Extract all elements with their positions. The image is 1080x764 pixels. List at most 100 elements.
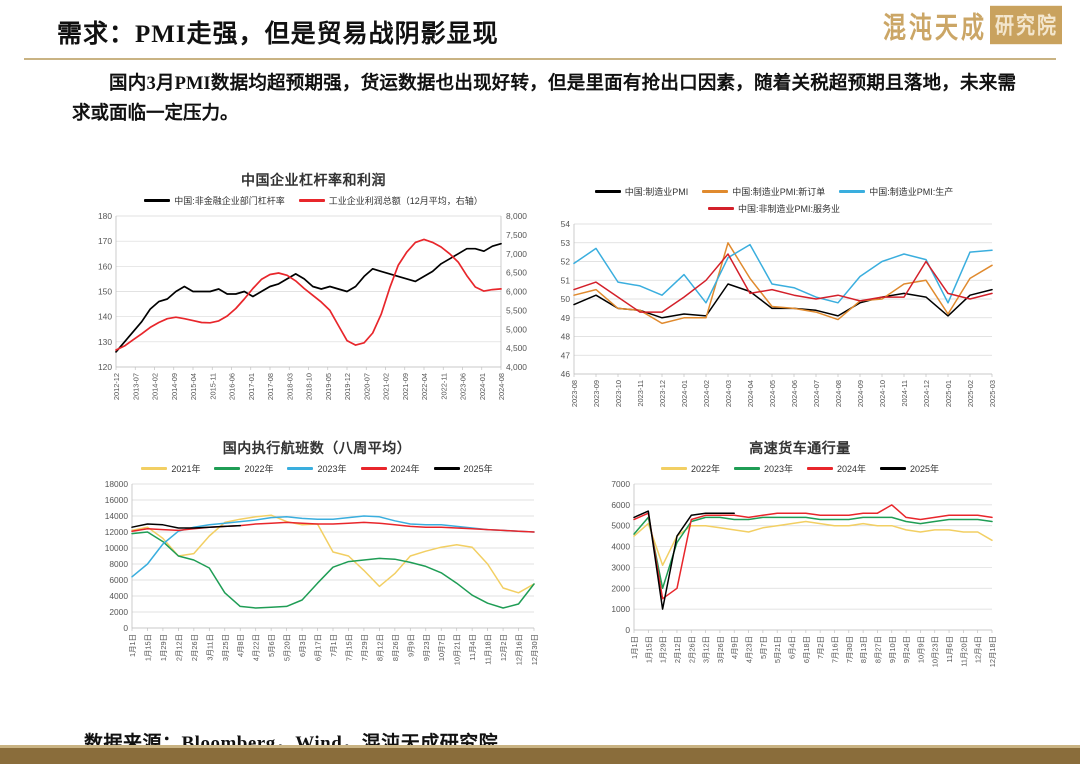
chart-svg-leverage-profit: 120 130 140 150 160 170 180 4,000 4,500 5,000 5,50… xyxy=(98,211,527,400)
svg-text:2024-02: 2024-02 xyxy=(702,380,711,407)
svg-text:2023-08: 2023-08 xyxy=(570,380,579,407)
chart-title-leverage-profit: 中国企业杠杆率和利润 xyxy=(241,174,386,189)
svg-text:49: 49 xyxy=(561,313,571,323)
svg-text:2000: 2000 xyxy=(109,607,128,617)
chart-plot-truck-traffic: 0 1000 2000 3000 4000 5000 6000 7000 1月1日 1月15日 1月… xyxy=(600,478,1000,688)
chart-legend-pmi: 中国:制造业PMI 中国:制造业PMI:新订单 中国:制造业PMI:生产 中国:非制造… xyxy=(574,185,974,215)
svg-text:2024-08: 2024-08 xyxy=(834,380,843,407)
svg-text:7月2日: 7月2日 xyxy=(816,636,825,659)
legend-item: 2022年 xyxy=(660,462,720,475)
legend-label: 2023年 xyxy=(763,464,793,474)
svg-text:5,500: 5,500 xyxy=(506,305,527,315)
svg-text:1月29日: 1月29日 xyxy=(659,636,668,663)
chart-panel-truck-traffic: 高速货车通行量 2022年 2023年 2024年 2025年 0 1000 2000 30… xyxy=(600,438,1000,688)
svg-text:2022-04: 2022-04 xyxy=(420,373,429,400)
svg-text:4月23日: 4月23日 xyxy=(745,636,754,663)
intro-paragraph: 国内3月PMI数据均超预期强，货运数据也出现好转，但是里面有抢出口因素，随着关税… xyxy=(72,74,1016,124)
chart-title-truck-traffic: 高速货车通行量 xyxy=(749,442,851,457)
svg-text:7,000: 7,000 xyxy=(506,249,527,259)
svg-text:2023-11: 2023-11 xyxy=(636,380,645,407)
svg-text:180: 180 xyxy=(98,211,112,221)
chart-plot-leverage-profit: 120 130 140 150 160 170 180 4,000 4,500 5,000 5,50… xyxy=(86,210,541,425)
legend-swatch xyxy=(214,467,241,470)
chart-legend-leverage-profit: 中国:非金融企业部门杠杆率 工业企业利润总额（12月平均，右轴） xyxy=(86,194,541,207)
legend-swatch xyxy=(360,467,387,470)
svg-text:7月16日: 7月16日 xyxy=(830,636,839,663)
svg-text:0: 0 xyxy=(123,623,128,633)
svg-text:9月23日: 9月23日 xyxy=(422,634,431,661)
legend-swatch xyxy=(839,190,866,193)
svg-text:1月29日: 1月29日 xyxy=(159,634,168,661)
svg-text:14000: 14000 xyxy=(105,511,129,521)
svg-text:4月8日: 4月8日 xyxy=(236,634,245,657)
header-divider xyxy=(24,58,1056,60)
svg-text:6月4日: 6月4日 xyxy=(788,636,797,659)
legend-swatch xyxy=(594,190,621,193)
svg-text:2025-02: 2025-02 xyxy=(966,380,975,407)
svg-text:2022-11: 2022-11 xyxy=(439,373,448,400)
svg-text:4,500: 4,500 xyxy=(506,343,527,353)
chart-plot-pmi: 46 47 48 49 50 51 52 53 54 2023-08 2023-09 2023-10 2… xyxy=(548,218,1000,430)
svg-text:1月15日: 1月15日 xyxy=(143,634,152,661)
legend-swatch xyxy=(807,467,833,470)
svg-text:12000: 12000 xyxy=(105,527,129,537)
svg-text:2025-03: 2025-03 xyxy=(988,380,997,407)
svg-text:2023-06: 2023-06 xyxy=(459,373,468,400)
svg-text:9月24日: 9月24日 xyxy=(902,636,911,663)
legend-label: 2022年 xyxy=(690,464,720,474)
company-logo: 混沌天成 研究院 xyxy=(883,5,1062,45)
svg-text:47: 47 xyxy=(561,350,571,360)
svg-text:2014-09: 2014-09 xyxy=(170,373,179,400)
svg-text:6,000: 6,000 xyxy=(506,287,527,297)
svg-text:8月13日: 8月13日 xyxy=(859,636,868,663)
svg-text:52: 52 xyxy=(561,257,571,267)
svg-text:3月12日: 3月12日 xyxy=(702,636,711,663)
svg-text:54: 54 xyxy=(561,219,571,229)
svg-text:3000: 3000 xyxy=(611,562,630,572)
legend-item: 中国:制造业PMI:生产 xyxy=(839,185,953,198)
svg-text:2024-09: 2024-09 xyxy=(856,380,865,407)
legend-item: 2023年 xyxy=(733,462,793,475)
svg-text:11月6日: 11月6日 xyxy=(945,636,954,663)
legend-item: 2023年 xyxy=(287,462,347,475)
legend-item: 中国:制造业PMI:新订单 xyxy=(702,185,825,198)
svg-text:2月12日: 2月12日 xyxy=(673,636,682,663)
svg-text:2023-09: 2023-09 xyxy=(592,380,601,407)
logo-text-boxed: 研究院 xyxy=(989,5,1062,45)
svg-text:8000: 8000 xyxy=(109,559,128,569)
svg-text:0: 0 xyxy=(625,625,630,635)
svg-text:2019-12: 2019-12 xyxy=(343,373,352,400)
legend-label: 2021年 xyxy=(171,464,201,474)
svg-text:9月10日: 9月10日 xyxy=(888,636,897,663)
svg-text:4月9日: 4月9日 xyxy=(730,636,739,659)
svg-text:2023-12: 2023-12 xyxy=(658,380,667,407)
svg-text:6月3日: 6月3日 xyxy=(298,634,307,657)
svg-text:2024-04: 2024-04 xyxy=(746,380,755,407)
legend-swatch xyxy=(660,467,687,470)
svg-text:2024-03: 2024-03 xyxy=(724,380,733,407)
legend-item: 工业企业利润总额（12月平均，右轴） xyxy=(298,194,483,207)
svg-text:1月1日: 1月1日 xyxy=(630,636,639,659)
svg-text:130: 130 xyxy=(98,337,112,347)
svg-text:10月7日: 10月7日 xyxy=(437,634,446,661)
svg-text:6000: 6000 xyxy=(611,500,630,510)
svg-text:2024-01: 2024-01 xyxy=(478,373,487,400)
svg-text:3月11日: 3月11日 xyxy=(205,634,214,661)
logo-text-plain: 混沌天成 xyxy=(882,12,987,44)
legend-swatch xyxy=(298,199,325,202)
legend-swatch xyxy=(287,467,314,470)
svg-text:10月23日: 10月23日 xyxy=(931,636,940,667)
svg-text:1月15日: 1月15日 xyxy=(644,636,653,663)
svg-text:2020-07: 2020-07 xyxy=(362,373,371,400)
svg-text:12月4日: 12月4日 xyxy=(974,636,983,663)
legend-swatch xyxy=(880,467,907,470)
svg-text:12月30日: 12月30日 xyxy=(530,634,539,665)
svg-text:53: 53 xyxy=(561,238,571,248)
legend-swatch xyxy=(733,467,760,470)
svg-text:9月9日: 9月9日 xyxy=(406,634,415,657)
legend-label: 中国:非金融企业部门杠杆率 xyxy=(174,196,285,206)
svg-text:5月7日: 5月7日 xyxy=(759,636,768,659)
svg-text:1月1日: 1月1日 xyxy=(128,634,137,657)
svg-text:2016-06: 2016-06 xyxy=(228,373,237,400)
legend-item: 2021年 xyxy=(141,462,200,475)
